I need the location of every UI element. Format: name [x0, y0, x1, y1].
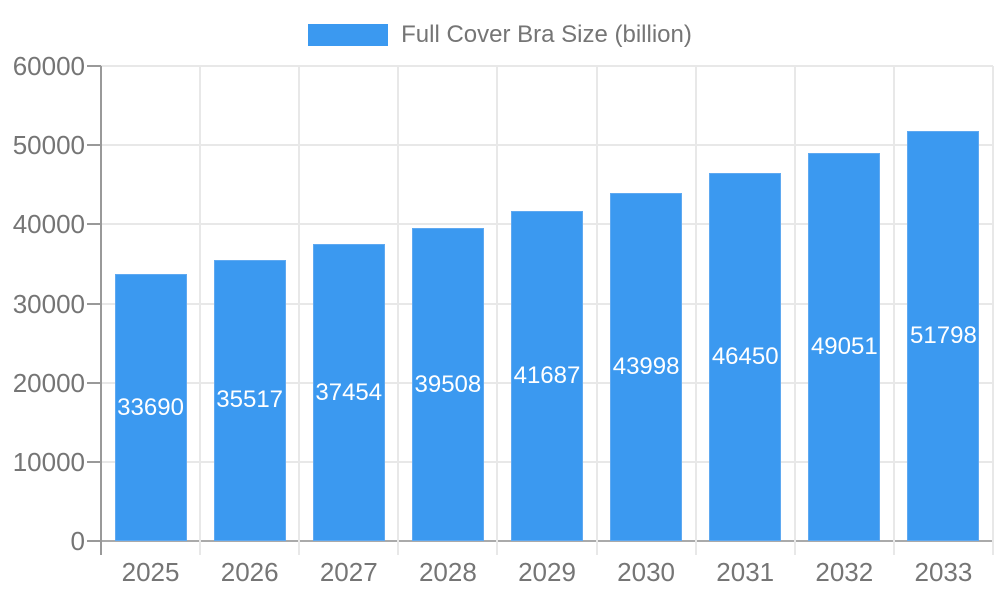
y-axis-tick: [87, 223, 101, 226]
bar: [411, 228, 484, 541]
v-gridline: [199, 66, 202, 555]
bar-value-label: 51798: [910, 321, 977, 349]
x-tick-label: 2030: [617, 557, 676, 587]
bar: [511, 210, 583, 541]
v-gridline: [793, 66, 796, 555]
h-gridline: [101, 144, 993, 147]
v-gridline: [298, 66, 301, 555]
h-gridline: [101, 65, 993, 67]
y-tick-label: 60000: [12, 51, 85, 81]
v-gridline: [992, 66, 994, 555]
v-gridline: [496, 66, 499, 555]
bar-value-label: 43998: [612, 352, 680, 380]
chart-legend[interactable]: Full Cover Bra Size (billion): [0, 20, 1000, 50]
bar: [808, 152, 881, 541]
v-gridline: [694, 66, 697, 555]
bar: [213, 259, 286, 541]
bar-value-label: 46450: [711, 343, 779, 371]
y-tick-label: 10000: [12, 446, 85, 477]
bar-value-label: 39508: [414, 370, 482, 398]
bar: [312, 244, 385, 541]
x-tick-label: 2032: [815, 557, 874, 587]
x-tick-label: 2029: [518, 557, 576, 587]
v-gridline: [892, 66, 895, 555]
x-tick-label: 2028: [418, 557, 477, 587]
x-tick-label: 2031: [716, 557, 775, 587]
y-axis-tick: [87, 460, 101, 463]
x-axis-baseline: [101, 540, 993, 542]
v-gridline: [595, 66, 598, 555]
y-axis-tick: [87, 65, 101, 67]
legend-label: Full Cover Bra Size (billion): [401, 21, 692, 48]
y-tick-label: 50000: [12, 130, 85, 161]
bar: [907, 130, 980, 541]
y-tick-label: 30000: [12, 288, 85, 319]
y-axis-line: [100, 66, 102, 555]
bar: [610, 192, 683, 541]
y-axis-tick: [87, 302, 101, 305]
legend-swatch: [308, 24, 389, 46]
y-axis-tick: [87, 540, 101, 542]
bar: [709, 173, 782, 541]
y-axis-tick: [87, 144, 101, 147]
bar-value-label: 41687: [513, 361, 581, 389]
x-tick-label: 2027: [319, 557, 378, 587]
y-axis-tick: [87, 381, 101, 384]
bar: [114, 274, 187, 541]
y-tick-label: 20000: [12, 367, 85, 398]
x-tick-label: 2026: [220, 557, 279, 587]
y-tick-label: 0: [70, 526, 85, 556]
bar-value-label: 33690: [117, 393, 184, 421]
bar-value-label: 37454: [315, 378, 383, 406]
y-tick-label: 40000: [12, 209, 85, 240]
bar-value-label: 35517: [216, 386, 284, 414]
bar-value-label: 49051: [810, 332, 878, 360]
x-tick-label: 2025: [121, 557, 180, 587]
v-gridline: [397, 66, 400, 555]
x-tick-label: 2033: [914, 557, 973, 587]
